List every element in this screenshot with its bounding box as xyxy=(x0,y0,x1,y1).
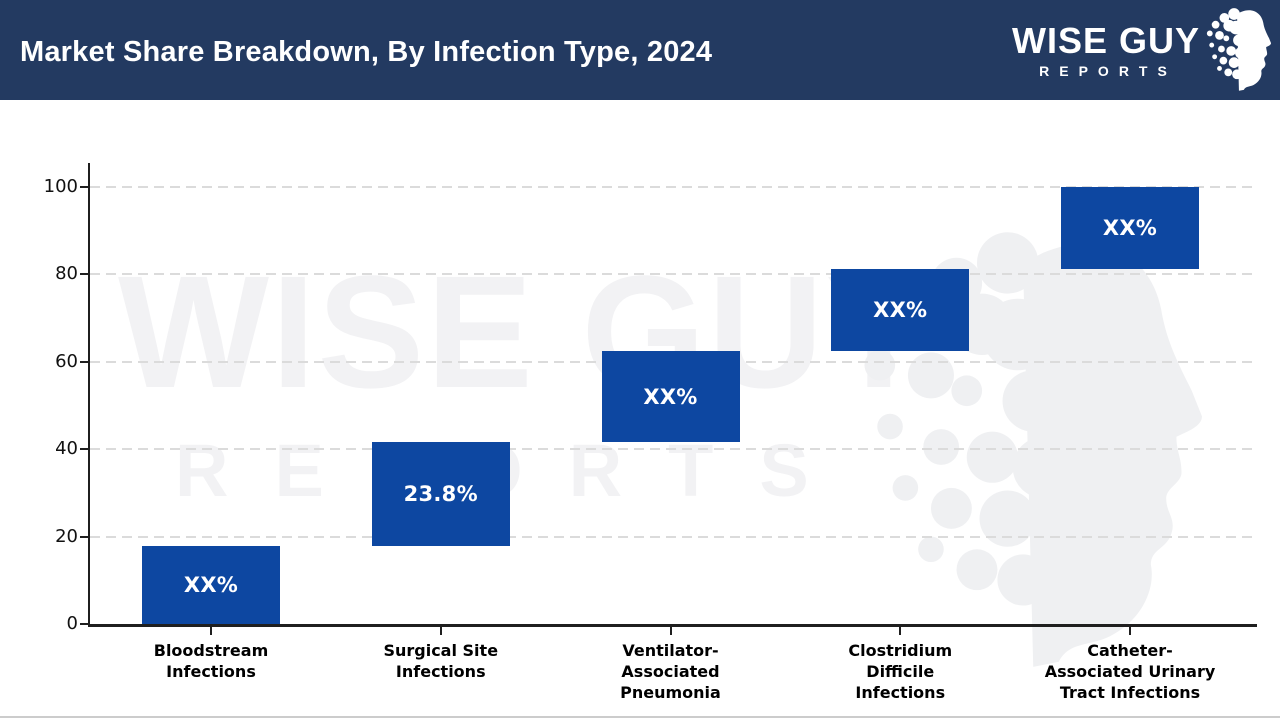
y-axis-tick-label: 100 xyxy=(43,175,78,197)
x-axis-tick xyxy=(669,627,672,635)
header-bar: Market Share Breakdown, By Infection Typ… xyxy=(0,0,1280,100)
category-label: Catheter- Associated Urinary Tract Infec… xyxy=(1044,641,1216,702)
logo-wordmark: WISE GUY xyxy=(1011,20,1200,61)
x-axis-tick xyxy=(210,627,212,635)
y-axis-line xyxy=(88,163,90,627)
category-label: Clostridium Difficile Infections xyxy=(848,641,953,702)
y-axis-tick-label: 20 xyxy=(55,525,78,547)
bar: XX% xyxy=(831,268,970,351)
wiseguy-logo: WISE GUY REPORTS xyxy=(1012,6,1272,96)
logo-subtitle: REPORTS xyxy=(1039,63,1177,79)
y-axis-tick xyxy=(80,535,88,538)
bottom-divider xyxy=(0,716,1280,718)
x-axis-tick xyxy=(1129,627,1131,635)
y-axis-tick-label: 0 xyxy=(66,613,78,634)
category-label: Bloodstream Infections xyxy=(153,641,269,681)
logo-text: WISE GUY REPORTS xyxy=(1011,20,1200,80)
category-label: Surgical Site Infections xyxy=(383,641,499,681)
bar: XX% xyxy=(142,546,280,624)
horizontal-gridline xyxy=(90,535,1253,538)
y-axis-tick-label: 60 xyxy=(55,350,78,372)
bar-value-label: XX% xyxy=(183,573,239,598)
category-label: Ventilator- Associated Pneumonia xyxy=(620,641,721,702)
y-axis-tick xyxy=(80,185,88,188)
y-axis-tick xyxy=(80,448,88,450)
x-axis-tick xyxy=(899,627,902,635)
x-axis-tick xyxy=(439,627,442,635)
y-axis-tick xyxy=(80,360,88,363)
horizontal-gridline xyxy=(90,448,1253,450)
y-axis-tick xyxy=(80,623,88,625)
bar-value-label: XX% xyxy=(1102,215,1158,240)
bar: XX% xyxy=(601,351,740,442)
logo-head-icon xyxy=(1202,6,1272,96)
y-axis-tick-label: 80 xyxy=(55,263,78,284)
bar: XX% xyxy=(1061,186,1199,269)
bar: 23.8% xyxy=(371,442,510,547)
page-title: Market Share Breakdown, By Infection Typ… xyxy=(20,36,713,68)
horizontal-gridline xyxy=(90,185,1253,188)
y-axis-tick xyxy=(80,273,88,275)
bar-value-label: XX% xyxy=(643,384,698,409)
horizontal-gridline xyxy=(90,273,1253,275)
x-axis-line xyxy=(88,624,1257,627)
watermark-text: WISE GUY xyxy=(118,242,935,421)
bar-value-label: XX% xyxy=(873,297,928,322)
y-axis-tick-label: 40 xyxy=(55,438,78,459)
bar-value-label: 23.8% xyxy=(403,482,478,507)
